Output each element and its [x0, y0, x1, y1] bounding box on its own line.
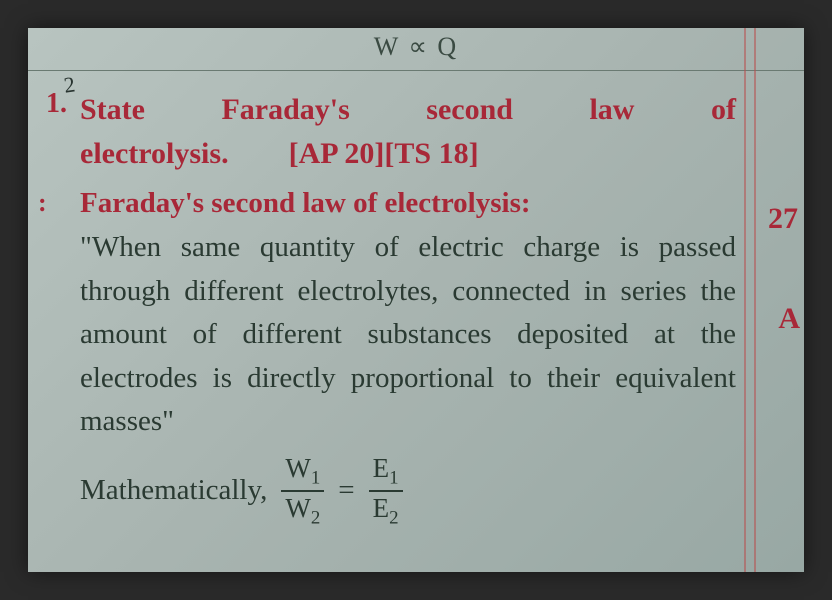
header-formula-fragment: W ∝ Q — [374, 32, 458, 62]
numerator: W1 — [281, 454, 324, 488]
adjacent-question-number: 27 — [768, 202, 798, 236]
word: electrolysis. — [80, 132, 229, 176]
word: Faraday's — [221, 88, 349, 132]
content-block: 1. 2 State Faraday's second law of elect… — [50, 88, 736, 528]
answer-heading: Faraday's second law of electrolysis: — [80, 187, 736, 220]
question-line-1: State Faraday's second law of — [80, 88, 736, 132]
question-number: 1. — [46, 88, 67, 120]
answer-body-text: "When same quantity of electric charge i… — [80, 226, 736, 444]
equals-sign: = — [338, 474, 354, 507]
handwritten-annotation: 2 — [62, 71, 77, 98]
exam-tags: [AP 20][TS 18] — [289, 132, 479, 176]
denominator: W2 — [281, 494, 324, 528]
word: of — [711, 88, 736, 132]
math-label: Mathematically, — [80, 474, 267, 507]
adjacent-answer-label: A — [778, 302, 800, 336]
header-divider — [28, 70, 804, 71]
fraction-e: E1 E2 — [369, 454, 403, 528]
denominator: E2 — [369, 494, 403, 528]
fraction-w: W1 W2 — [281, 454, 324, 528]
word: State — [80, 88, 145, 132]
word: law — [589, 88, 634, 132]
numerator: E1 — [369, 454, 403, 488]
fraction-bar — [281, 490, 324, 492]
math-expression: Mathematically, W1 W2 = E1 E2 — [80, 454, 736, 528]
word: second — [426, 88, 513, 132]
textbook-page: W ∝ Q 27 A 1. 2 State Faraday's second l… — [28, 28, 804, 572]
margin-rule — [754, 28, 756, 572]
question-text: State Faraday's second law of electrolys… — [80, 88, 736, 175]
answer-label: : — [38, 188, 47, 218]
margin-rule — [744, 28, 746, 572]
fraction-bar — [369, 490, 403, 492]
question-line-2: electrolysis. [AP 20][TS 18] — [80, 132, 736, 176]
